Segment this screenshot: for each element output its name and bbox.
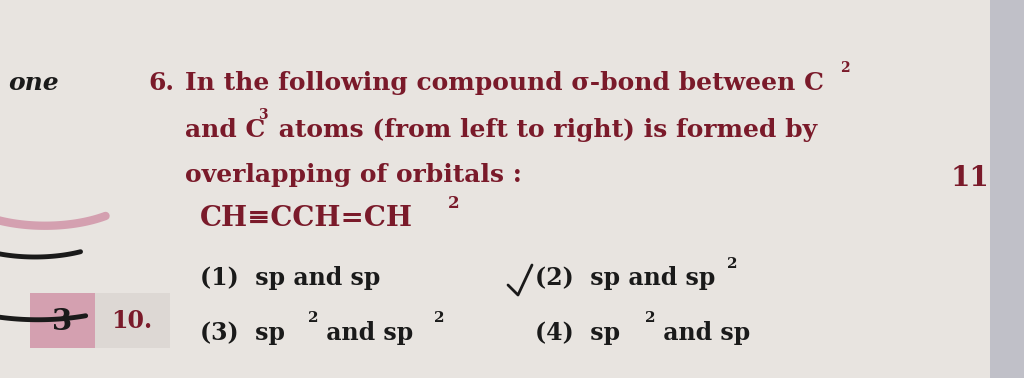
Text: 2: 2 xyxy=(449,195,460,212)
Text: 3: 3 xyxy=(52,307,72,336)
Text: CH≡CCH=CH: CH≡CCH=CH xyxy=(200,204,413,231)
Text: (1)  sp and sp: (1) sp and sp xyxy=(200,266,380,290)
Text: 2: 2 xyxy=(840,61,850,75)
Text: one: one xyxy=(8,71,58,95)
Text: 2: 2 xyxy=(645,311,655,325)
Text: (3)  sp: (3) sp xyxy=(200,321,285,345)
Text: 2: 2 xyxy=(727,257,737,271)
Text: (4)  sp: (4) sp xyxy=(535,321,621,345)
Text: 2: 2 xyxy=(434,311,444,325)
Text: 3: 3 xyxy=(258,108,267,122)
Text: (2)  sp and sp: (2) sp and sp xyxy=(535,266,716,290)
Text: 6.: 6. xyxy=(148,71,174,95)
Text: overlapping of orbitals :: overlapping of orbitals : xyxy=(185,163,522,187)
Text: and sp: and sp xyxy=(655,321,751,345)
Text: 2: 2 xyxy=(308,311,318,325)
Text: In the following compound σ-bond between C: In the following compound σ-bond between… xyxy=(185,71,824,95)
Text: and C: and C xyxy=(185,118,265,142)
Bar xyxy=(95,293,170,348)
Text: 11: 11 xyxy=(950,164,989,192)
Bar xyxy=(30,293,95,348)
Text: and sp: and sp xyxy=(318,321,414,345)
Text: atoms (from left to right) is formed by: atoms (from left to right) is formed by xyxy=(270,118,817,142)
Text: 10.: 10. xyxy=(112,309,153,333)
Bar xyxy=(990,0,1024,378)
